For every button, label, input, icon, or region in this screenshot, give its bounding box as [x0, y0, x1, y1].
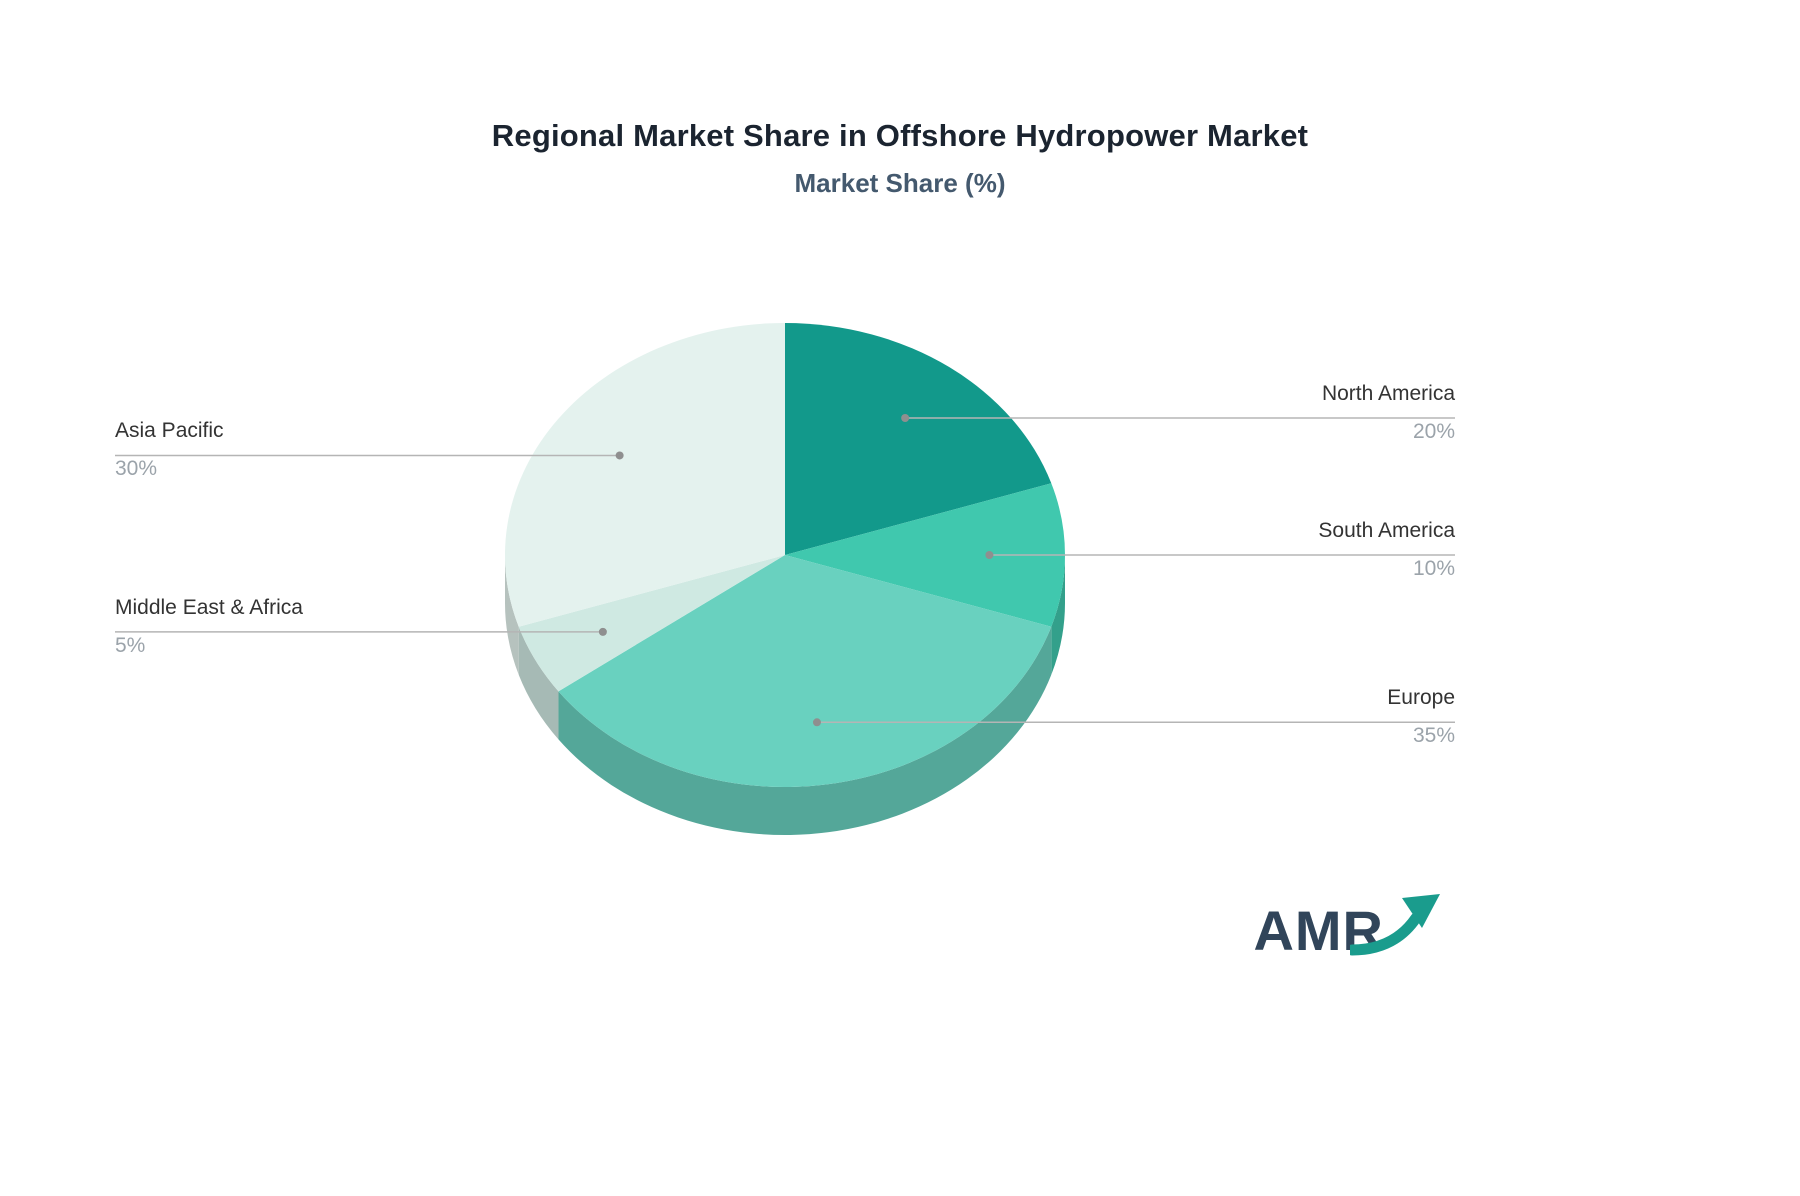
slice-label: Europe: [1387, 686, 1455, 710]
pie-callout-south-america: South America 10%: [1318, 518, 1455, 582]
pie-callout-asia-pacific: Asia Pacific 30%: [115, 418, 224, 482]
chart-title: Regional Market Share in Offshore Hydrop…: [491, 118, 1309, 153]
slice-value: 30%: [115, 457, 158, 481]
slice-value: 10%: [1412, 557, 1455, 580]
slice-label: North America: [1321, 381, 1455, 405]
slice-value: 5%: [115, 633, 146, 657]
pie-callout-north-america: North America 20%: [1322, 381, 1455, 445]
pie-callout-europe: Europe 35%: [1387, 685, 1455, 749]
slice-label: Middle East & Africa: [115, 595, 303, 619]
slice-value: 35%: [1412, 724, 1455, 748]
slice-label: Asia Pacific: [115, 419, 224, 443]
slice-label: South America: [1318, 519, 1455, 542]
amr-logo-arrow-icon: [1350, 894, 1440, 956]
slice-value: 20%: [1412, 419, 1455, 443]
pie-callout-middle-east-africa: Middle East & Africa 5%: [115, 595, 303, 659]
chart-subtitle: Market Share (%): [794, 168, 1006, 198]
amr-logo: AMR: [1253, 894, 1442, 966]
